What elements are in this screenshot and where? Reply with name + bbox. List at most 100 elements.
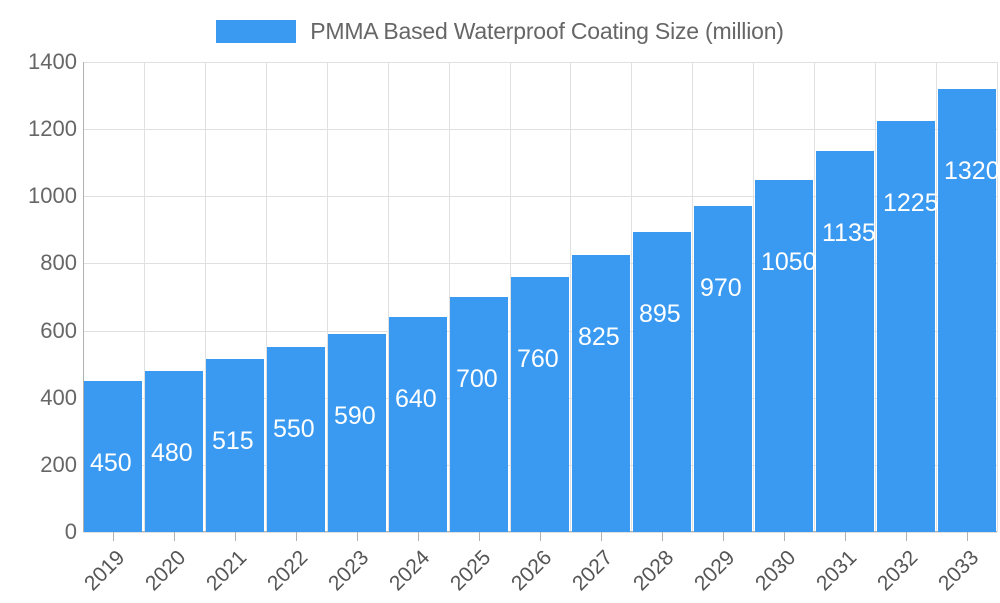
y-tick-label: 400 <box>40 384 77 410</box>
x-tick-label: 2030 <box>750 546 801 596</box>
x-tick-mark <box>174 532 175 541</box>
x-tick-label: 2020 <box>140 546 191 596</box>
bar-value-label: 1320 <box>944 156 1000 185</box>
y-axis-line <box>83 62 84 532</box>
x-tick-label: 2024 <box>384 546 435 596</box>
y-tick-label: 600 <box>40 317 77 343</box>
gridline-vertical <box>875 62 876 532</box>
x-tick-label: 2033 <box>933 546 984 596</box>
bar-value-label: 590 <box>334 401 376 430</box>
gridline-vertical <box>631 62 632 532</box>
bar-value-label: 825 <box>578 323 620 352</box>
bar-value-label: 1225 <box>883 188 939 217</box>
x-tick-label: 2026 <box>506 546 557 596</box>
gridline-vertical <box>814 62 815 532</box>
bar[interactable] <box>938 88 996 532</box>
y-tick: 0 <box>0 519 83 544</box>
x-tick-label: 2028 <box>628 546 679 596</box>
x-tick-mark <box>418 532 419 541</box>
bar[interactable] <box>877 120 935 532</box>
bar[interactable] <box>389 317 447 532</box>
bar[interactable] <box>206 359 264 532</box>
gridline-vertical <box>388 62 389 532</box>
x-tick-mark <box>723 532 724 541</box>
x-tick-label: 2025 <box>445 546 496 596</box>
x-tick-mark <box>296 532 297 541</box>
chart-legend: PMMA Based Waterproof Coating Size (mill… <box>0 14 1000 48</box>
x-tick-mark <box>113 532 114 541</box>
x-tick-label: 2027 <box>567 546 618 596</box>
y-tick: 600 <box>0 318 83 343</box>
bar[interactable] <box>511 276 569 532</box>
plot-area: 0 200 400 600 800 1000 1200 1400 450 480 515 550 59… <box>28 49 1000 595</box>
y-tick-label: 1200 <box>28 116 77 142</box>
x-tick-mark <box>235 532 236 541</box>
gridline-vertical <box>327 62 328 532</box>
gridline-vertical <box>266 62 267 532</box>
bar[interactable] <box>694 206 752 532</box>
gridline-vertical <box>753 62 754 532</box>
y-tick-label: 1000 <box>28 183 77 209</box>
x-tick-label: 2031 <box>811 546 862 596</box>
x-tick-label: 2032 <box>872 546 923 596</box>
y-tick: 400 <box>0 385 83 410</box>
bar-value-label: 515 <box>212 427 254 456</box>
x-tick-label: 2021 <box>201 546 252 596</box>
y-tick: 1000 <box>0 183 83 208</box>
bar[interactable] <box>633 231 691 532</box>
x-tick-mark <box>784 532 785 541</box>
bar-value-label: 480 <box>151 438 193 467</box>
bar-value-label: 760 <box>517 344 559 373</box>
gridline-vertical <box>510 62 511 532</box>
x-tick-mark <box>845 532 846 541</box>
x-tick-mark <box>906 532 907 541</box>
bar[interactable] <box>84 380 142 532</box>
bar-value-label: 1050 <box>761 247 817 276</box>
y-tick: 1200 <box>0 116 83 141</box>
x-tick-label: 2029 <box>689 546 740 596</box>
gridline-horizontal <box>83 62 997 63</box>
bar-value-label: 970 <box>700 274 742 303</box>
gridline-horizontal <box>83 129 997 131</box>
y-tick-label: 200 <box>40 451 77 477</box>
gridline-vertical <box>205 62 206 532</box>
bar-value-label: 550 <box>273 415 315 444</box>
bar-value-label: 1135 <box>822 218 876 247</box>
y-tick: 1400 <box>0 49 83 74</box>
y-tick: 800 <box>0 250 83 275</box>
legend-label-series-1: PMMA Based Waterproof Coating Size (mill… <box>310 17 784 44</box>
gridline-vertical <box>997 62 998 532</box>
x-tick-mark <box>662 532 663 541</box>
x-tick-mark <box>967 532 968 541</box>
bar[interactable] <box>267 347 325 532</box>
gridline-vertical <box>570 62 571 532</box>
y-tick-label: 1400 <box>28 49 77 74</box>
x-tick-mark <box>540 532 541 541</box>
legend-swatch-series-1[interactable] <box>216 19 297 43</box>
bar-value-label: 640 <box>395 385 437 414</box>
x-tick-mark <box>479 532 480 541</box>
x-tick-mark <box>357 532 358 541</box>
x-tick-label: 2022 <box>262 546 313 596</box>
bar-value-label: 895 <box>639 299 681 328</box>
gridline-horizontal <box>83 196 997 198</box>
gridline-vertical <box>144 62 145 532</box>
bar[interactable] <box>145 370 203 532</box>
bar-value-label: 700 <box>456 365 498 393</box>
bar[interactable] <box>572 255 630 532</box>
bar[interactable] <box>450 297 508 532</box>
y-tick: 200 <box>0 452 83 477</box>
bar[interactable] <box>328 333 386 532</box>
x-tick-mark <box>601 532 602 541</box>
bar[interactable] <box>816 150 874 532</box>
y-tick-label: 0 <box>64 519 77 544</box>
x-tick-label: 2023 <box>323 546 374 596</box>
y-tick-label: 800 <box>40 250 77 276</box>
gridline-vertical <box>449 62 450 532</box>
bar-value-label: 450 <box>90 448 132 477</box>
bar[interactable] <box>755 179 813 532</box>
gridline-horizontal <box>83 263 997 265</box>
gridline-vertical <box>692 62 693 532</box>
x-tick-label: 2019 <box>79 546 130 596</box>
